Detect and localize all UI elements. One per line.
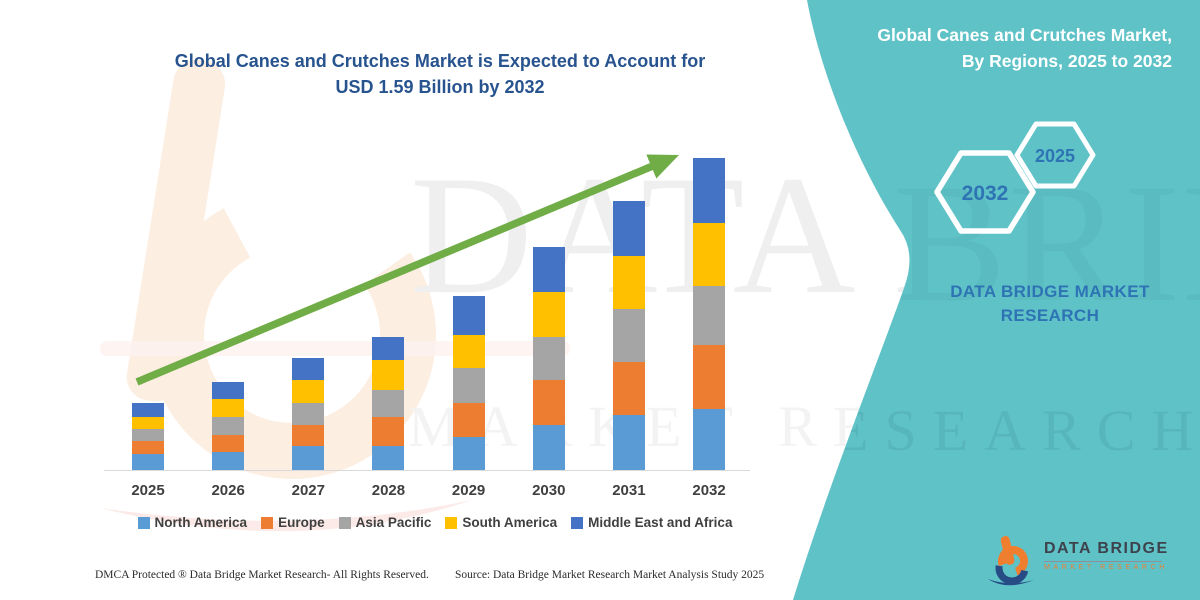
legend-swatch-icon-north-america [137, 516, 150, 529]
watermark-text-row-on-panel: MARKET RESEARCH [408, 398, 1200, 463]
brand-text-line2: RESEARCH [1000, 306, 1100, 325]
bar-segment-2028-north-america [372, 446, 405, 470]
x-axis-line [104, 470, 750, 471]
bar-segment-2032-asia-pacific [693, 285, 726, 345]
legend-item-europe: Europe [261, 515, 325, 530]
logo-subtitle-text: MARKET RESEARCH [1044, 564, 1168, 571]
legend-swatch-icon-asia-pacific [338, 516, 351, 529]
x-axis-label-2029: 2029 [451, 482, 486, 499]
hexagon-badge-2025 [1014, 121, 1096, 189]
hexagon-badge-2032-label: 2032 [962, 182, 1009, 205]
bar-segment-2027-south-america [292, 379, 325, 404]
bar-segment-2027-asia-pacific [292, 403, 325, 425]
side-panel-shape [793, 0, 1200, 600]
bar-segment-2030-south-america [532, 291, 565, 337]
bar-segment-2031-asia-pacific [612, 309, 645, 363]
hexagon-badge-2032 [934, 150, 1036, 234]
bar-segment-2028-asia-pacific [372, 389, 405, 418]
legend-item-north-america: North America [137, 515, 248, 530]
bar-segment-2030-middle-east-and-africa [532, 246, 565, 292]
bar-segment-2029-north-america [452, 436, 485, 470]
bar-segment-2032-europe [693, 344, 726, 410]
logo-divider [1044, 561, 1162, 562]
x-axis-label-2032: 2032 [692, 482, 726, 499]
chart-legend: North America Europe Asia Pacific South Ame… [95, 515, 775, 530]
bar-segment-2031-south-america [612, 256, 645, 310]
bar-segment-2025-middle-east-and-africa [132, 403, 164, 418]
bar-segment-2028-europe [372, 417, 405, 447]
legend-label-middle-east-and-africa: Middle East and Africa [588, 515, 733, 530]
bar-segment-2028-south-america [372, 360, 405, 390]
side-panel-brand-text: DATA BRIDGE MARKET RESEARCH [920, 280, 1180, 328]
bar-segment-2026-asia-pacific [212, 417, 245, 435]
side-panel-title-line1: Global Canes and Crutches Market, [877, 25, 1172, 45]
bar-segment-2025-north-america [132, 454, 164, 470]
x-axis-label-2025: 2025 [131, 482, 165, 499]
legend-label-south-america: South America [462, 515, 558, 530]
legend-swatch-icon-south-america [445, 516, 458, 529]
legend-swatch-icon-europe [261, 516, 274, 529]
logo-name-text: DATA BRIDGE [1044, 540, 1169, 557]
footer-source-text: Source: Data Bridge Market Research Mark… [455, 569, 765, 581]
chart-title: Global Canes and Crutches Market is Expe… [140, 48, 740, 100]
bar-segment-2031-europe [612, 362, 645, 416]
legend-label-europe: Europe [278, 515, 325, 530]
legend-item-middle-east-and-africa: Middle East and Africa [571, 515, 732, 530]
data-bridge-logo-b-icon [988, 536, 1034, 586]
bar-segment-2028-middle-east-and-africa [372, 336, 405, 361]
bar-segment-2025-europe [132, 440, 164, 455]
bar-segment-2026-middle-east-and-africa [212, 381, 245, 400]
x-axis-label-2030: 2030 [532, 482, 566, 499]
bar-segment-2032-north-america [693, 409, 726, 470]
data-bridge-logo: DATA BRIDGE MARKET RESEARCH [988, 534, 1178, 592]
bar-segment-2026-europe [212, 434, 245, 453]
side-panel-title: Global Canes and Crutches Market, By Reg… [792, 22, 1172, 74]
footer-dmca-text: DMCA Protected ® Data Bridge Market Rese… [95, 569, 429, 581]
brand-text-line1: DATA BRIDGE MARKET [950, 282, 1150, 301]
bar-segment-2030-north-america [532, 424, 565, 470]
legend-item-south-america: South America [445, 515, 557, 530]
bar-segment-2026-south-america [212, 399, 245, 418]
bar-segment-2027-europe [292, 424, 325, 447]
bar-segment-2029-asia-pacific [452, 368, 485, 404]
x-axis-label-2026: 2026 [211, 482, 245, 499]
x-axis-label-2027: 2027 [291, 482, 325, 499]
bar-segment-2025-asia-pacific [132, 428, 164, 441]
bar-segment-2029-middle-east-and-africa [452, 295, 485, 335]
side-panel-title-line2: By Regions, 2025 to 2032 [961, 51, 1172, 71]
bar-segment-2027-middle-east-and-africa [292, 358, 325, 380]
bar-segment-2032-south-america [693, 223, 726, 286]
bar-segment-2029-europe [452, 403, 485, 437]
x-axis-label-2031: 2031 [612, 482, 646, 499]
legend-item-asia-pacific: Asia Pacific [338, 515, 432, 530]
hexagon-badge-2025-label: 2025 [1035, 146, 1075, 166]
chart-title-line2: USD 1.59 Billion by 2032 [335, 77, 545, 97]
legend-swatch-icon-middle-east-and-africa [571, 516, 584, 529]
chart-title-line1: Global Canes and Crutches Market is Expe… [174, 51, 706, 71]
legend-label-asia-pacific: Asia Pacific [355, 515, 432, 530]
bar-segment-2027-north-america [292, 446, 325, 470]
bar-segment-2026-north-america [212, 452, 245, 470]
bar-segment-2030-asia-pacific [532, 336, 565, 380]
x-axis-label-2028: 2028 [371, 482, 406, 499]
bar-segment-2025-south-america [132, 417, 164, 429]
bar-segment-2032-middle-east-and-africa [693, 158, 726, 224]
bar-segment-2031-middle-east-and-africa [612, 201, 645, 257]
bar-segment-2031-north-america [612, 415, 645, 470]
legend-label-north-america: North America [154, 515, 248, 530]
bar-segment-2029-south-america [452, 334, 485, 369]
bar-segment-2030-europe [532, 379, 565, 425]
